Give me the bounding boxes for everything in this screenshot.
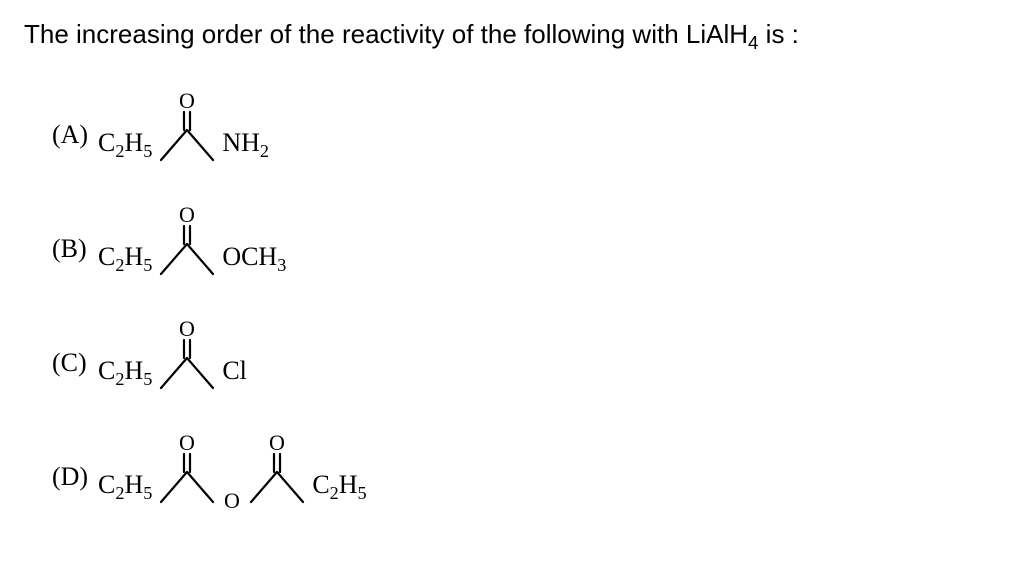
- right-group-label: C2H5: [312, 470, 366, 510]
- option-label: (A): [52, 120, 98, 168]
- left-group-label: C2H5: [98, 356, 152, 396]
- option-structure: C2H5 O NH2: [98, 70, 269, 168]
- question-suffix: is :: [758, 19, 798, 49]
- option-row: (A)C2H5 O NH2: [52, 64, 1024, 168]
- option-structure: C2H5 O OCH3: [98, 184, 286, 282]
- option-row: (B)C2H5 O OCH3: [52, 178, 1024, 282]
- svg-text:O: O: [179, 316, 195, 341]
- option-label: (D): [52, 462, 98, 510]
- left-group-label: C2H5: [98, 128, 152, 168]
- right-group-label: Cl: [222, 356, 247, 396]
- question-prefix: The increasing order of the reactivity o…: [24, 19, 686, 49]
- svg-text:O: O: [224, 488, 240, 510]
- svg-text:O: O: [269, 430, 285, 455]
- option-row: (D)C2H5OOOC2H5: [52, 406, 1024, 510]
- svg-text:O: O: [179, 88, 195, 113]
- carbonyl-structure: O: [152, 70, 222, 168]
- right-group-label: NH2: [222, 128, 269, 168]
- reagent-formula: LiAlH4: [686, 19, 759, 49]
- reagent-base: LiAlH: [686, 19, 748, 49]
- svg-text:O: O: [179, 430, 195, 455]
- option-label: (B): [52, 234, 98, 282]
- svg-text:O: O: [179, 202, 195, 227]
- option-structure: C2H5 O Cl: [98, 298, 247, 396]
- right-group-label: OCH3: [222, 242, 286, 282]
- options-list: (A)C2H5ONH2(B)C2H5OOCH3(C)C2H5OCl(D)C2H5…: [52, 64, 1024, 510]
- question-text: The increasing order of the reactivity o…: [24, 18, 1024, 52]
- left-group-label: C2H5: [98, 242, 152, 282]
- carbonyl-structure: O: [152, 184, 222, 282]
- anhydride-structure: O O O: [152, 412, 312, 510]
- left-group-label: C2H5: [98, 470, 152, 510]
- carbonyl-structure: O: [152, 298, 222, 396]
- option-structure: C2H5 O O O C2H5: [98, 412, 367, 510]
- reagent-sub: 4: [748, 32, 758, 53]
- option-row: (C)C2H5 O Cl: [52, 292, 1024, 396]
- option-label: (C): [52, 348, 98, 396]
